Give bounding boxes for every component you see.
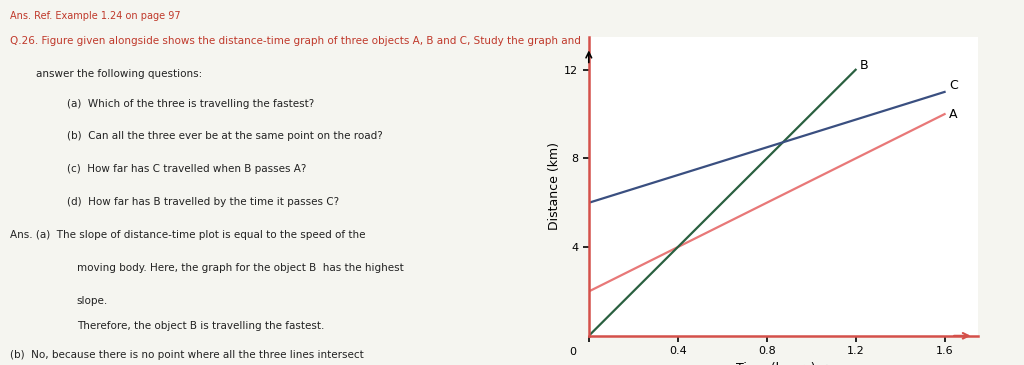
Text: (c)  How far has C travelled when B passes A?: (c) How far has C travelled when B passe… bbox=[67, 164, 306, 174]
Text: Q.26. Figure given alongside shows the distance-time graph of three objects A, B: Q.26. Figure given alongside shows the d… bbox=[10, 36, 581, 46]
Text: Ans. Ref. Example 1.24 on page 97: Ans. Ref. Example 1.24 on page 97 bbox=[10, 11, 181, 21]
Text: (b)  Can all the three ever be at the same point on the road?: (b) Can all the three ever be at the sam… bbox=[67, 131, 382, 141]
X-axis label: Time (hours) →: Time (hours) → bbox=[736, 362, 830, 365]
Text: (a)  Which of the three is travelling the fastest?: (a) Which of the three is travelling the… bbox=[67, 99, 313, 108]
Text: (d)  How far has B travelled by the time it passes C?: (d) How far has B travelled by the time … bbox=[67, 197, 339, 207]
Text: (b)  No, because there is no point where all the three lines intersect: (b) No, because there is no point where … bbox=[10, 350, 364, 360]
Text: A: A bbox=[949, 108, 957, 120]
Text: slope.: slope. bbox=[77, 296, 109, 306]
Y-axis label: Distance (km): Distance (km) bbox=[549, 142, 561, 230]
Text: moving body. Here, the graph for the object B  has the highest: moving body. Here, the graph for the obj… bbox=[77, 263, 403, 273]
Text: answer the following questions:: answer the following questions: bbox=[36, 69, 202, 79]
Text: Therefore, the object B is travelling the fastest.: Therefore, the object B is travelling th… bbox=[77, 321, 325, 331]
Text: Ans. (a)  The slope of distance-time plot is equal to the speed of the: Ans. (a) The slope of distance-time plot… bbox=[10, 230, 366, 240]
Text: 0: 0 bbox=[569, 347, 577, 357]
Text: C: C bbox=[949, 79, 957, 92]
Text: B: B bbox=[860, 59, 868, 72]
